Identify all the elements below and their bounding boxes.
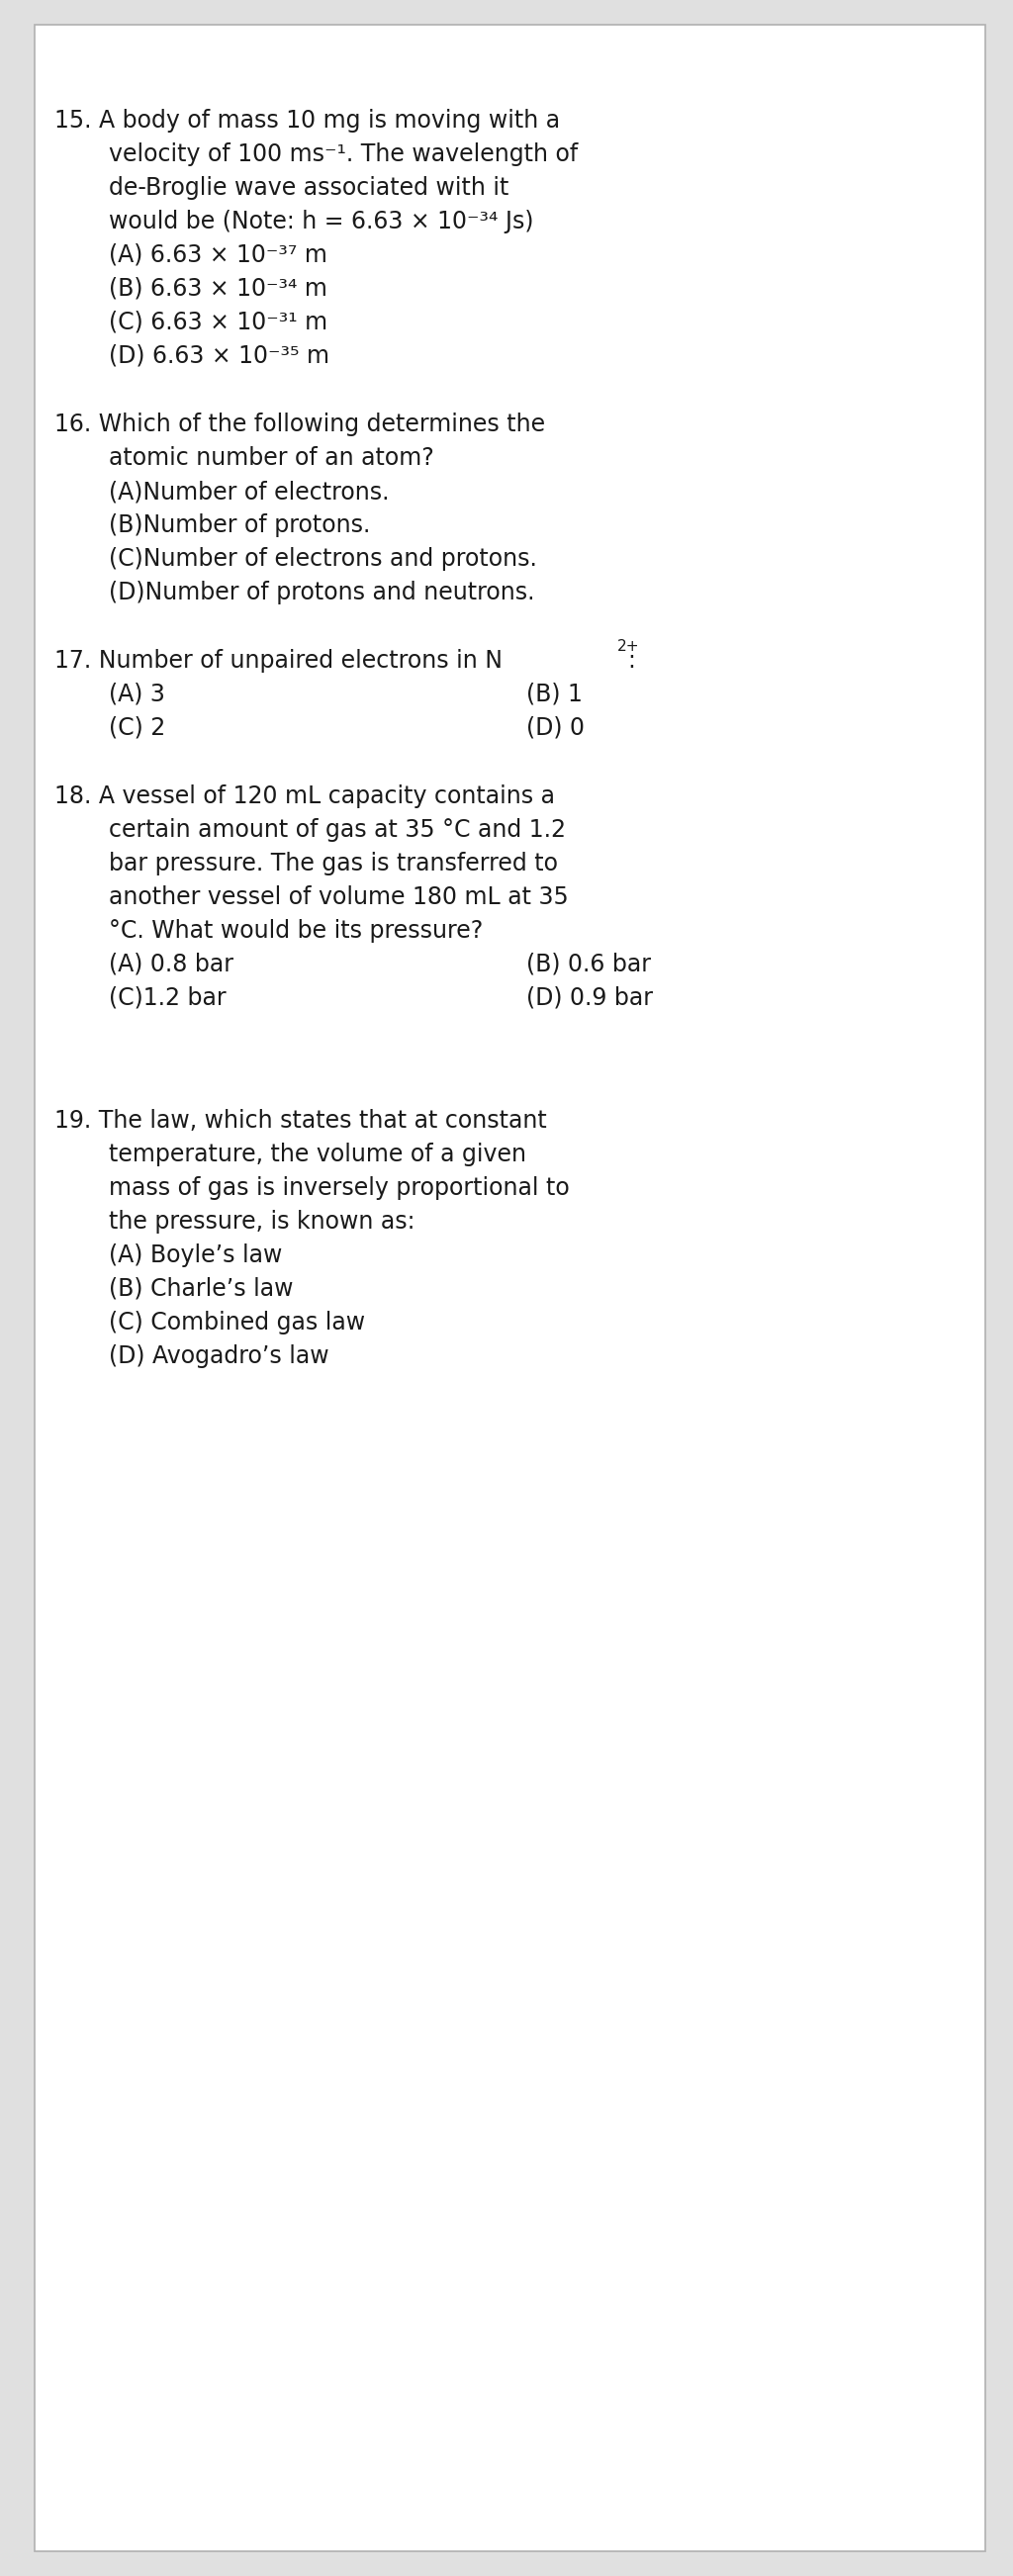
Text: 19. The law, which states that at constant: 19. The law, which states that at consta…	[55, 1108, 547, 1133]
Text: certain amount of gas at 35 °C and 1.2: certain amount of gas at 35 °C and 1.2	[108, 819, 566, 842]
Text: (C)Number of electrons and protons.: (C)Number of electrons and protons.	[108, 546, 537, 572]
Text: de-Broglie wave associated with it: de-Broglie wave associated with it	[108, 175, 509, 201]
Text: (A) 3: (A) 3	[108, 683, 165, 706]
Text: (C)1.2 bar: (C)1.2 bar	[108, 987, 226, 1010]
Text: (D) Avogadro’s law: (D) Avogadro’s law	[108, 1345, 329, 1368]
Text: (B)Number of protons.: (B)Number of protons.	[108, 513, 371, 538]
Text: (C) Combined gas law: (C) Combined gas law	[108, 1311, 365, 1334]
Text: (C) 6.63 × 10⁻³¹ m: (C) 6.63 × 10⁻³¹ m	[108, 312, 327, 335]
FancyBboxPatch shape	[34, 26, 986, 2550]
Text: (D) 0.9 bar: (D) 0.9 bar	[527, 987, 653, 1010]
Text: (B) 0.6 bar: (B) 0.6 bar	[527, 953, 651, 976]
Text: 15. A body of mass 10 mg is moving with a: 15. A body of mass 10 mg is moving with …	[55, 108, 560, 131]
Text: (A)Number of electrons.: (A)Number of electrons.	[108, 479, 389, 502]
Text: would be (Note: h = 6.63 × 10⁻³⁴ Js): would be (Note: h = 6.63 × 10⁻³⁴ Js)	[108, 209, 534, 234]
Text: 16. Which of the following determines the: 16. Which of the following determines th…	[55, 412, 545, 435]
Text: (A) 6.63 × 10⁻³⁷ m: (A) 6.63 × 10⁻³⁷ m	[108, 242, 327, 268]
Text: 18. A vessel of 120 mL capacity contains a: 18. A vessel of 120 mL capacity contains…	[55, 786, 555, 809]
Text: :: :	[627, 649, 635, 672]
Text: the pressure, is known as:: the pressure, is known as:	[108, 1211, 415, 1234]
Text: (C) 2: (C) 2	[108, 716, 165, 739]
Text: 2+: 2+	[617, 639, 639, 654]
Text: (A) 0.8 bar: (A) 0.8 bar	[108, 953, 233, 976]
Text: (B) Charle’s law: (B) Charle’s law	[108, 1278, 294, 1301]
Text: (D) 6.63 × 10⁻³⁵ m: (D) 6.63 × 10⁻³⁵ m	[108, 345, 329, 368]
Text: (A) Boyle’s law: (A) Boyle’s law	[108, 1244, 283, 1267]
Text: (B) 1: (B) 1	[527, 683, 583, 706]
Text: 17. Number of unpaired electrons in N: 17. Number of unpaired electrons in N	[55, 649, 502, 672]
Text: (B) 6.63 × 10⁻³⁴ m: (B) 6.63 × 10⁻³⁴ m	[108, 278, 327, 301]
Text: another vessel of volume 180 mL at 35: another vessel of volume 180 mL at 35	[108, 886, 568, 909]
Text: temperature, the volume of a given: temperature, the volume of a given	[108, 1144, 527, 1167]
Text: mass of gas is inversely proportional to: mass of gas is inversely proportional to	[108, 1177, 569, 1200]
Text: (D)Number of protons and neutrons.: (D)Number of protons and neutrons.	[108, 580, 535, 605]
Text: °C. What would be its pressure?: °C. What would be its pressure?	[108, 920, 483, 943]
Text: (D) 0: (D) 0	[527, 716, 586, 739]
Text: atomic number of an atom?: atomic number of an atom?	[108, 446, 434, 469]
Text: bar pressure. The gas is transferred to: bar pressure. The gas is transferred to	[108, 853, 558, 876]
Text: velocity of 100 ms⁻¹. The wavelength of: velocity of 100 ms⁻¹. The wavelength of	[108, 142, 578, 167]
